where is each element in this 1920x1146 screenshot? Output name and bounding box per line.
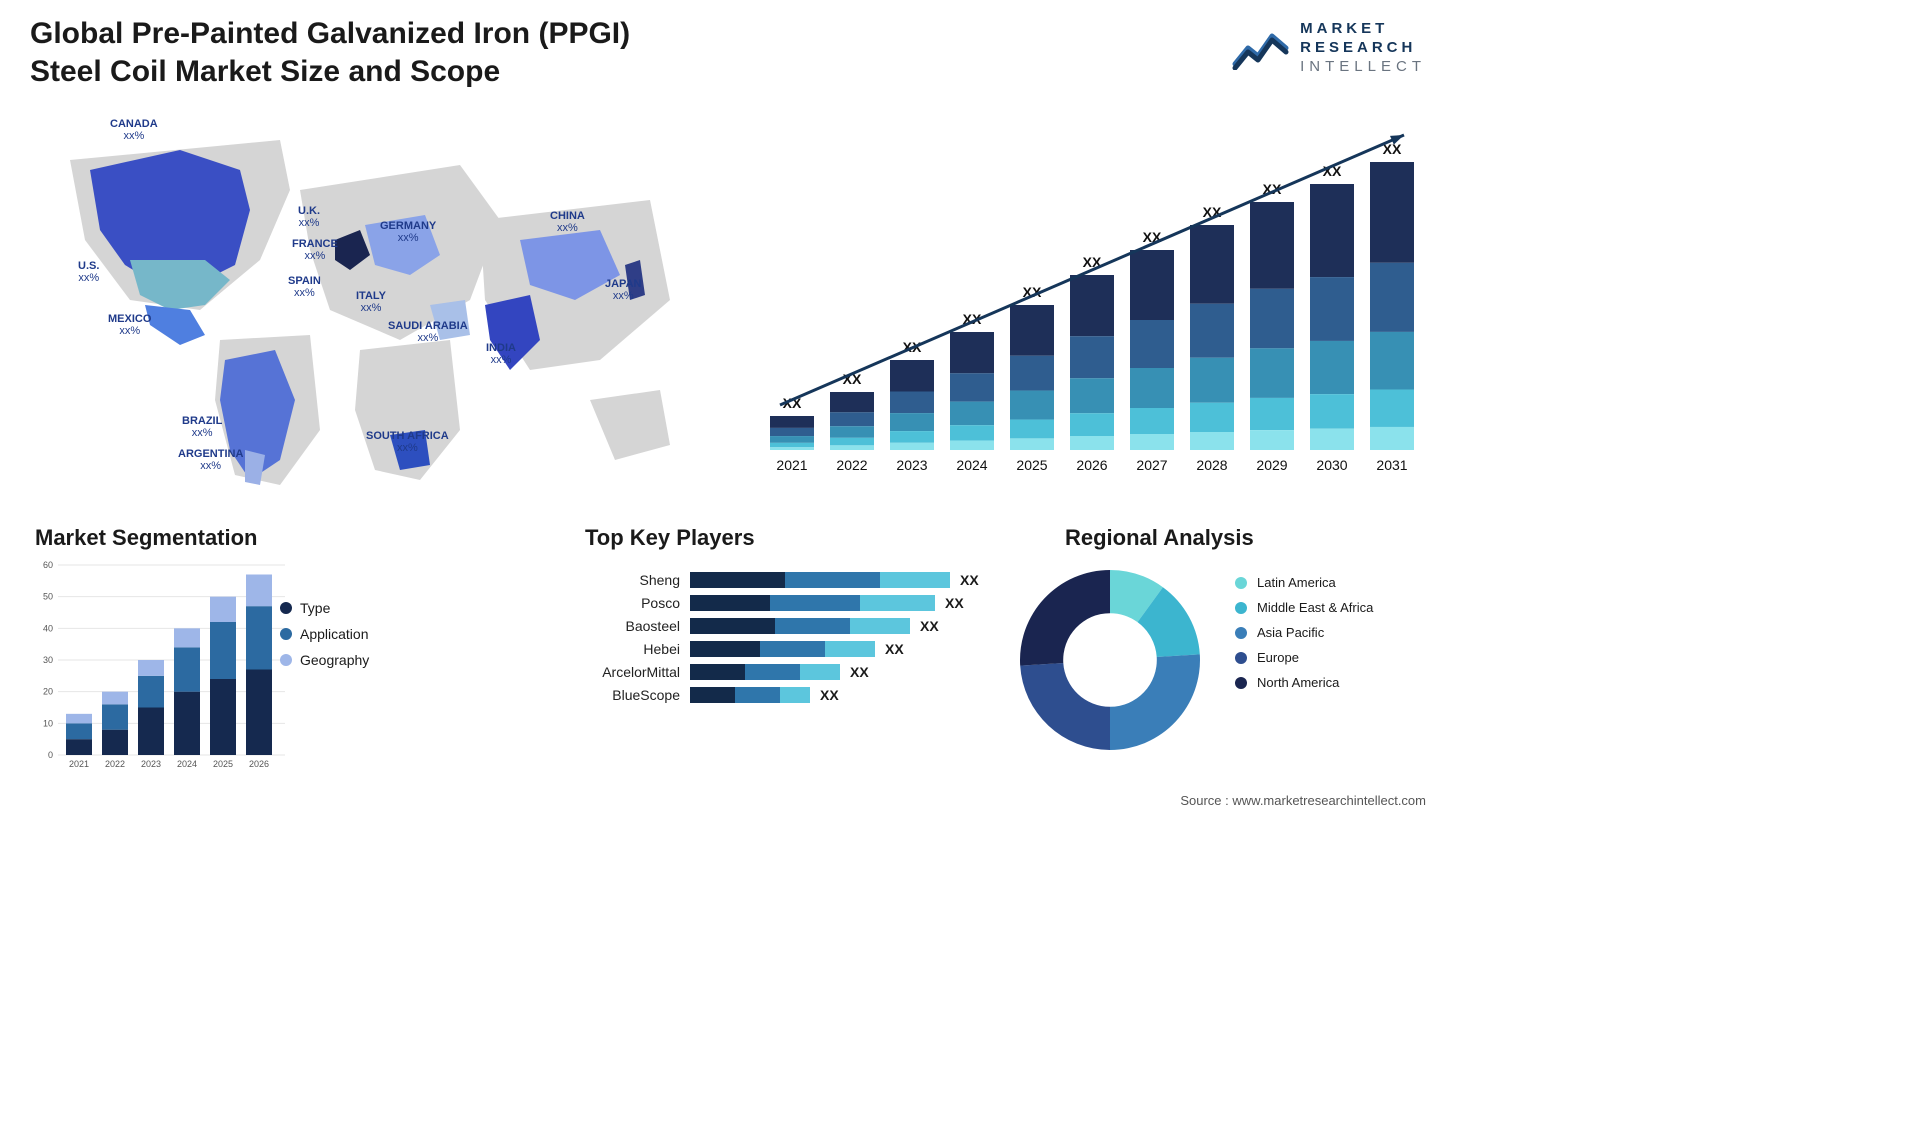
regional-legend-item: Europe	[1235, 650, 1373, 665]
market-size-chart: XX2021XX2022XX2023XX2024XX2025XX2026XX20…	[745, 105, 1425, 485]
player-bar	[690, 641, 875, 657]
svg-text:2025: 2025	[213, 759, 233, 769]
svg-text:10: 10	[43, 718, 53, 728]
svg-text:2024: 2024	[956, 457, 987, 473]
svg-text:2021: 2021	[69, 759, 89, 769]
logo-mark-icon	[1232, 26, 1290, 70]
player-name: BlueScope	[580, 687, 690, 703]
svg-text:2021: 2021	[776, 457, 807, 473]
map-label: BRAZILxx%	[182, 415, 222, 439]
players-title: Top Key Players	[585, 525, 755, 551]
regional-donut	[1010, 560, 1210, 760]
segmentation-chart-svg: 0 10 20 30 40 50 60 2021 2022 2023 2024 2025 2026	[30, 555, 290, 775]
player-name: Posco	[580, 595, 690, 611]
map-label: CHINAxx%	[550, 210, 585, 234]
svg-text:0: 0	[48, 750, 53, 760]
svg-text:40: 40	[43, 623, 53, 633]
player-row: Hebei XX	[580, 641, 980, 657]
regional-legend-item: Middle East & Africa	[1235, 600, 1373, 615]
segmentation-legend-item: Application	[280, 626, 369, 642]
svg-text:2022: 2022	[105, 759, 125, 769]
player-value: XX	[820, 687, 839, 703]
svg-text:2031: 2031	[1376, 457, 1407, 473]
player-row: Sheng XX	[580, 572, 980, 588]
svg-text:30: 30	[43, 655, 53, 665]
segmentation-legend-item: Geography	[280, 652, 369, 668]
player-value: XX	[885, 641, 904, 657]
map-label: FRANCExx%	[292, 238, 338, 262]
svg-text:50: 50	[43, 592, 53, 602]
segmentation-legend: Type Application Geography	[280, 590, 369, 678]
player-value: XX	[945, 595, 964, 611]
svg-text:2023: 2023	[141, 759, 161, 769]
map-label: GERMANYxx%	[380, 220, 436, 244]
map-label: U.K.xx%	[298, 205, 320, 229]
segmentation-title: Market Segmentation	[35, 525, 258, 551]
world-map: CANADAxx% U.S.xx% MEXICOxx% BRAZILxx% ARGENT…	[30, 110, 710, 490]
player-row: Baosteel XX	[580, 618, 980, 634]
map-label: ITALYxx%	[356, 290, 386, 314]
player-row: ArcelorMittal XX	[580, 664, 980, 680]
map-label: ARGENTINAxx%	[178, 448, 243, 472]
players-chart: ShengXXPoscoXXBaosteelXXHebeiXXArcelorMi…	[580, 565, 980, 710]
player-value: XX	[960, 572, 979, 588]
player-name: Hebei	[580, 641, 690, 657]
svg-text:2024: 2024	[177, 759, 197, 769]
svg-text:2022: 2022	[836, 457, 867, 473]
regional-legend-item: Latin America	[1235, 575, 1373, 590]
player-name: Baosteel	[580, 618, 690, 634]
svg-text:2028: 2028	[1196, 457, 1227, 473]
svg-text:2027: 2027	[1136, 457, 1167, 473]
player-value: XX	[920, 618, 939, 634]
player-bar	[690, 664, 840, 680]
market-size-chart-svg: XX2021XX2022XX2023XX2024XX2025XX2026XX20…	[745, 105, 1425, 485]
regional-legend-item: North America	[1235, 675, 1373, 690]
player-bar	[690, 572, 950, 588]
brand-logo: MARKET RESEARCH INTELLECT	[1232, 20, 1426, 76]
player-row: BlueScope XX	[580, 687, 980, 703]
regional-donut-svg	[1010, 560, 1210, 760]
map-label: JAPANxx%	[605, 278, 641, 302]
player-value: XX	[850, 664, 869, 680]
regional-title: Regional Analysis	[1065, 525, 1254, 551]
regional-legend: Latin America Middle East & Africa Asia Pa…	[1235, 565, 1373, 700]
map-label: SPAINxx%	[288, 275, 321, 299]
regional-legend-item: Asia Pacific	[1235, 625, 1373, 640]
map-label: MEXICOxx%	[108, 313, 151, 337]
map-label: SAUDI ARABIAxx%	[388, 320, 468, 344]
map-label: INDIAxx%	[486, 342, 516, 366]
page-title: Global Pre-Painted Galvanized Iron (PPGI…	[30, 15, 700, 90]
player-name: Sheng	[580, 572, 690, 588]
svg-text:60: 60	[43, 560, 53, 570]
svg-text:2029: 2029	[1256, 457, 1287, 473]
svg-text:2023: 2023	[896, 457, 927, 473]
segmentation-legend-item: Type	[280, 600, 369, 616]
map-label: CANADAxx%	[110, 118, 158, 142]
svg-text:20: 20	[43, 687, 53, 697]
svg-text:2026: 2026	[1076, 457, 1107, 473]
player-bar	[690, 595, 935, 611]
player-bar	[690, 618, 910, 634]
svg-text:2025: 2025	[1016, 457, 1047, 473]
svg-text:2026: 2026	[249, 759, 269, 769]
map-label: SOUTH AFRICAxx%	[366, 430, 449, 454]
map-label: U.S.xx%	[78, 260, 99, 284]
source-credit: Source : www.marketresearchintellect.com	[1180, 793, 1426, 808]
svg-text:2030: 2030	[1316, 457, 1347, 473]
player-name: ArcelorMittal	[580, 664, 690, 680]
player-bar	[690, 687, 810, 703]
logo-text: MARKET RESEARCH INTELLECT	[1300, 20, 1426, 76]
player-row: Posco XX	[580, 595, 980, 611]
